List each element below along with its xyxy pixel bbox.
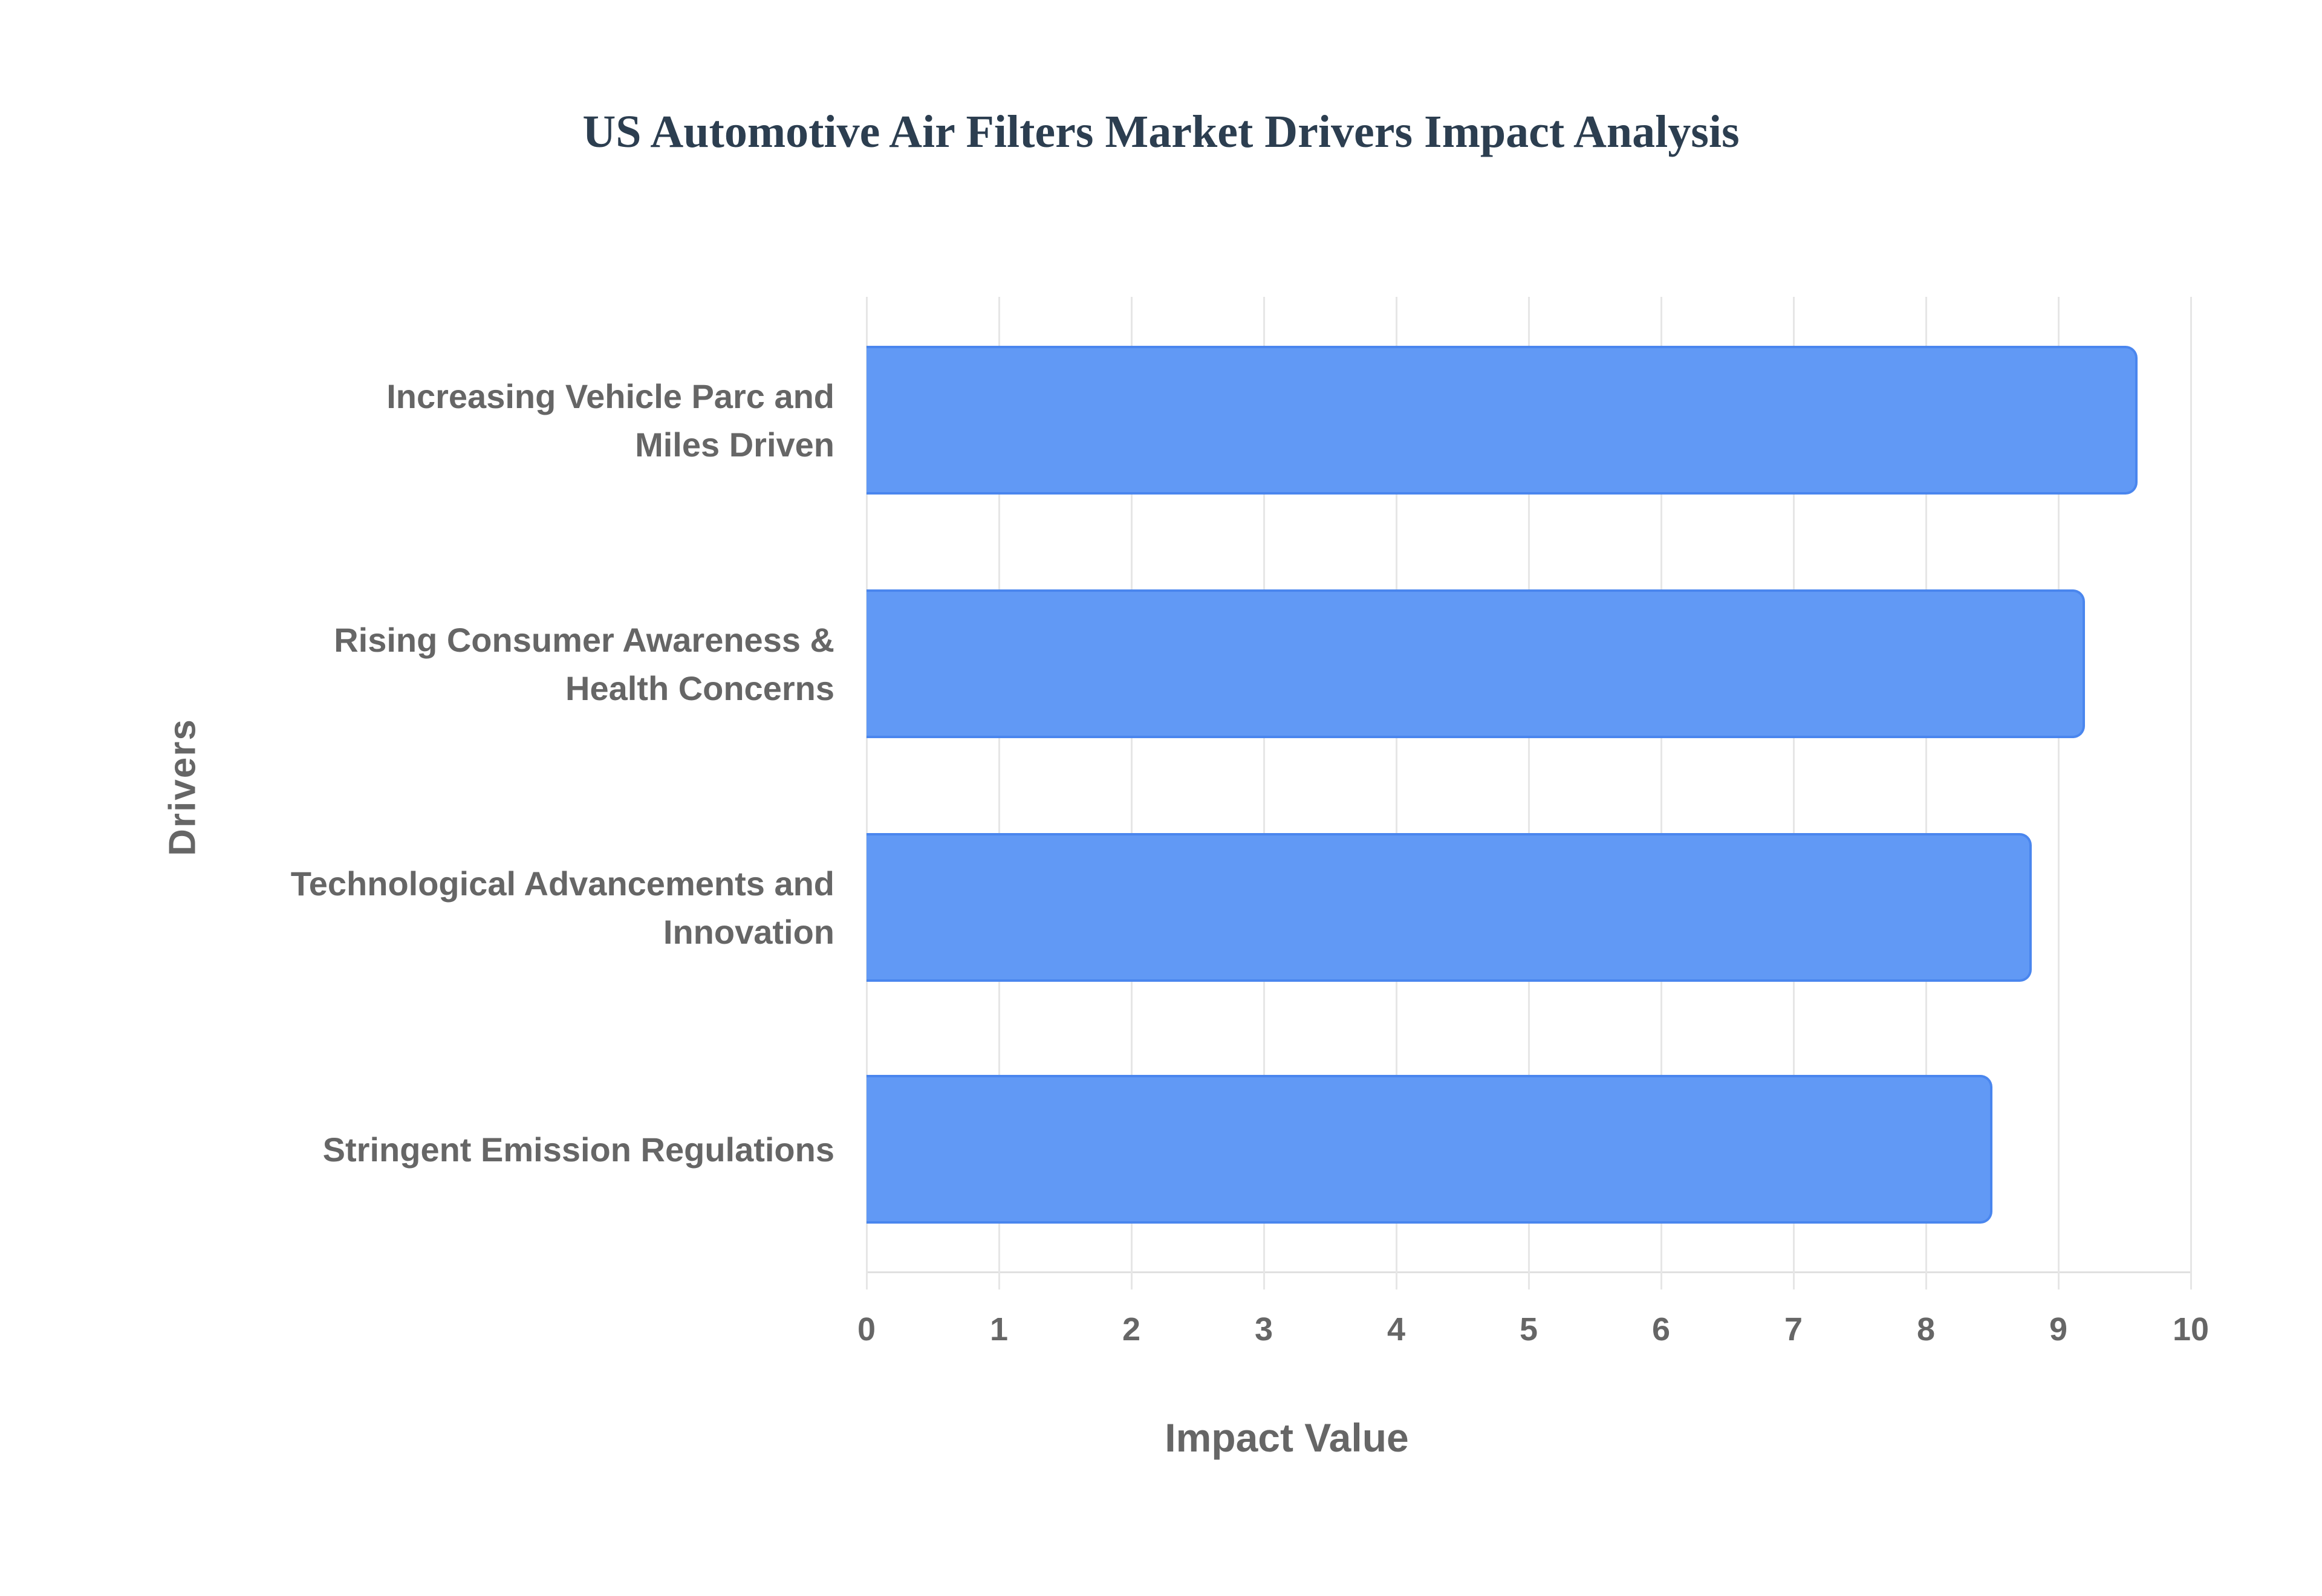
tick-mark xyxy=(866,1273,868,1289)
y-category-label: Rising Consumer Awareness & Health Conce… xyxy=(169,616,834,713)
bar[interactable] xyxy=(867,346,2138,495)
plot-area xyxy=(866,297,2192,1289)
tick-mark xyxy=(1925,1273,1927,1289)
tick-mark xyxy=(1263,1273,1265,1289)
y-category-label-line: Miles Driven xyxy=(635,426,834,464)
gridline xyxy=(1263,297,1265,1273)
y-category-label-line: Stringent Emission Regulations xyxy=(322,1130,834,1169)
gridline xyxy=(1528,297,1530,1273)
tick-mark xyxy=(998,1273,1000,1289)
y-category-label: Stringent Emission Regulations xyxy=(169,1126,834,1174)
tick-mark xyxy=(1528,1273,1530,1289)
x-tick-label: 8 xyxy=(1916,1311,1936,1348)
gridline xyxy=(1660,297,1662,1273)
bar[interactable] xyxy=(867,1075,1992,1224)
x-tick-label: 6 xyxy=(1651,1311,1671,1348)
gridline xyxy=(1396,297,1397,1273)
y-axis-title: Drivers xyxy=(161,718,204,856)
tick-mark xyxy=(1396,1273,1397,1289)
x-tick-label: 3 xyxy=(1254,1311,1273,1348)
gridline xyxy=(1131,297,1133,1273)
x-tick-label: 10 xyxy=(2172,1311,2210,1348)
x-tick-label: 7 xyxy=(1784,1311,1803,1348)
x-tick-label: 4 xyxy=(1387,1311,1406,1348)
tick-mark xyxy=(1131,1273,1133,1289)
bar[interactable] xyxy=(867,589,2085,738)
chart-title: US Automotive Air Filters Market Drivers… xyxy=(582,106,1740,157)
tick-mark xyxy=(2190,1273,2192,1289)
y-category-label-line: Rising Consumer Awareness & xyxy=(334,621,834,659)
gridline xyxy=(1793,297,1795,1273)
y-category-label: Technological Advancements and Innovatio… xyxy=(169,860,834,956)
y-category-label-line: Increasing Vehicle Parc and xyxy=(386,377,834,415)
tick-mark xyxy=(1793,1273,1795,1289)
gridline xyxy=(998,297,1000,1273)
x-tick-label: 5 xyxy=(1519,1311,1538,1348)
gridline xyxy=(866,297,868,1273)
x-tick-label: 2 xyxy=(1122,1311,1141,1348)
tick-mark xyxy=(2058,1273,2060,1289)
x-tick-label: 0 xyxy=(857,1311,876,1348)
y-category-label-line: Innovation xyxy=(663,913,834,951)
tick-mark xyxy=(1660,1273,1662,1289)
gridline xyxy=(2058,297,2060,1273)
x-axis-title: Impact Value xyxy=(1165,1415,1409,1460)
y-category-label: Increasing Vehicle Parc and Miles Driven xyxy=(169,372,834,469)
y-category-label-line: Technological Advancements and xyxy=(290,864,834,903)
x-tick-label: 1 xyxy=(989,1311,1009,1348)
bar[interactable] xyxy=(867,833,2032,982)
x-tick-label: 9 xyxy=(2049,1311,2068,1348)
gridline xyxy=(1925,297,1927,1273)
y-category-label-line: Health Concerns xyxy=(565,669,834,707)
gridline xyxy=(2190,297,2192,1273)
